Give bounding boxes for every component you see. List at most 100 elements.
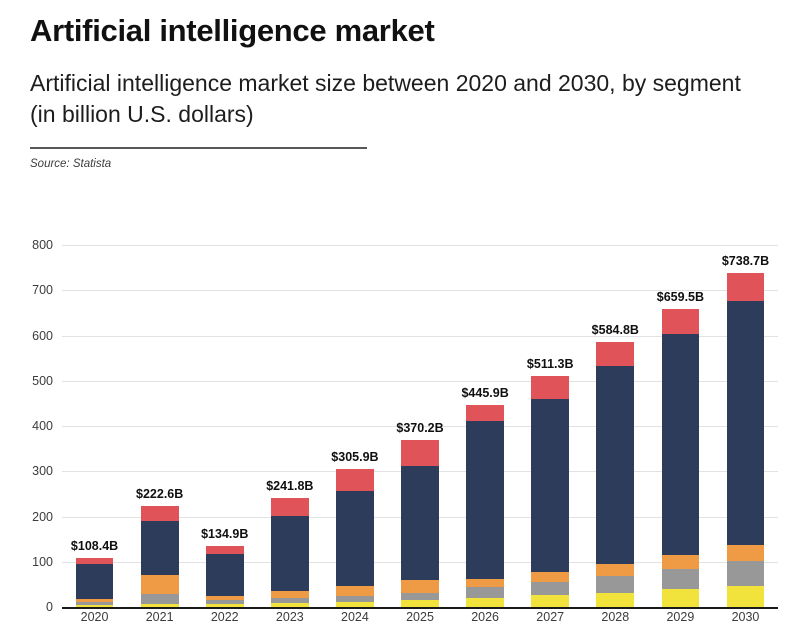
bar-segment-segment-2[interactable]	[531, 581, 570, 596]
bar-segment-segment-1[interactable]	[661, 589, 700, 607]
axis-baseline	[62, 606, 778, 609]
bar-segment-segment-4[interactable]	[466, 421, 504, 579]
bar-segment-segment-4[interactable]	[726, 301, 765, 546]
bar-segment-segment-3[interactable]	[661, 555, 700, 569]
bar-segment-segment-3[interactable]	[270, 590, 309, 599]
x-axis-tick-label: 2024	[341, 610, 369, 624]
stacked-bar[interactable]: $222.6B	[136, 487, 183, 607]
bar-value-label: $134.9B	[201, 526, 249, 541]
bar-segment-segment-1[interactable]	[531, 595, 570, 607]
bar-slot: $305.9B	[322, 245, 387, 607]
x-axis-tick-label: 2026	[471, 610, 500, 624]
bar-segment-segment-3[interactable]	[531, 571, 570, 582]
bar-segment-segment-2[interactable]	[270, 598, 309, 603]
stacked-bar[interactable]: $134.9B	[201, 527, 248, 607]
bar-segment-segment-2[interactable]	[205, 600, 244, 604]
bar-segment-segment-5[interactable]	[531, 375, 570, 400]
bar-segment-segment-2[interactable]	[140, 594, 179, 605]
bar-segment-segment-5[interactable]	[75, 557, 114, 564]
bar-value-label: $222.6B	[136, 487, 184, 502]
bar-segment-segment-5[interactable]	[140, 506, 179, 521]
bar-segment-segment-1[interactable]	[205, 603, 244, 607]
bar-segment-segment-1[interactable]	[270, 602, 309, 607]
stacked-bar[interactable]: $445.9B	[461, 386, 509, 607]
bar-segment-segment-4[interactable]	[205, 553, 244, 597]
bar-segment-segment-5[interactable]	[661, 308, 700, 334]
bar-value-label: $305.9B	[331, 449, 379, 464]
x-axis-tick-label: 2028	[601, 610, 630, 624]
x-axis-labels: 2020 2021 2022 2023 2024 2025 2026 2027 2028 2029…	[62, 610, 778, 624]
bar-slot: $659.5B	[648, 245, 713, 607]
chart-subtitle: Artificial intelligence market size betw…	[30, 70, 741, 127]
bar-segment-segment-5[interactable]	[401, 439, 439, 467]
bar-segment-segment-4[interactable]	[336, 491, 374, 586]
bar-slot: $370.2B	[387, 245, 452, 607]
stacked-bar[interactable]: $241.8B	[266, 479, 313, 607]
y-axis-tick-label: 600	[32, 328, 53, 343]
x-axis-tick-label: 2029	[666, 610, 695, 624]
bar-segment-segment-2[interactable]	[596, 575, 635, 593]
header-divider	[30, 147, 367, 150]
bar-segment-segment-3[interactable]	[596, 564, 635, 576]
x-axis-tick-label: 2023	[275, 610, 304, 624]
bar-segment-segment-5[interactable]	[466, 405, 504, 422]
bar-slot: $738.7B	[713, 245, 778, 607]
bar-segment-segment-3[interactable]	[466, 578, 504, 587]
bar-segment-segment-3[interactable]	[336, 585, 374, 596]
stacked-bar[interactable]: $584.8B	[592, 323, 639, 607]
bar-segment-segment-3[interactable]	[726, 545, 765, 562]
bars-group: $108.4B $222.6B $134.9B $241.8B $305.9B $370.…	[62, 245, 778, 607]
bar-segment-segment-3[interactable]	[140, 575, 179, 595]
gridline	[62, 426, 778, 427]
bar-segment-segment-1[interactable]	[596, 592, 635, 607]
bar-slot: $222.6B	[127, 245, 192, 607]
y-axis-tick-label: 300	[32, 464, 53, 479]
bar-segment-segment-5[interactable]	[336, 468, 374, 492]
bar-segment-segment-5[interactable]	[596, 342, 635, 366]
bar-segment-segment-2[interactable]	[75, 601, 114, 605]
bar-segment-segment-1[interactable]	[401, 600, 439, 607]
bar-segment-segment-1[interactable]	[75, 604, 114, 607]
bar-slot: $134.9B	[192, 245, 257, 607]
bar-slot: $584.8B	[583, 245, 648, 607]
bar-segment-segment-4[interactable]	[531, 399, 570, 572]
y-axis-tick-label: 200	[32, 509, 53, 524]
stacked-bar[interactable]: $511.3B	[527, 357, 573, 607]
y-axis-tick-label: 400	[32, 419, 53, 433]
bar-segment-segment-3[interactable]	[401, 580, 439, 593]
bar-segment-segment-5[interactable]	[205, 546, 244, 554]
bar-segment-segment-2[interactable]	[401, 592, 439, 601]
bar-segment-segment-5[interactable]	[270, 497, 309, 516]
stacked-bar[interactable]: $370.2B	[396, 421, 444, 607]
stacked-bar[interactable]: $108.4B	[71, 539, 118, 607]
source-note: Source: Statista	[30, 158, 112, 171]
bar-segment-segment-1[interactable]	[140, 604, 179, 607]
bar-segment-segment-4[interactable]	[401, 466, 439, 581]
stacked-bar[interactable]: $305.9B	[331, 450, 379, 607]
bar-segment-segment-2[interactable]	[336, 595, 374, 602]
bar-segment-segment-1[interactable]	[336, 601, 374, 607]
bar-segment-segment-1[interactable]	[466, 597, 504, 607]
bar-segment-segment-5[interactable]	[726, 272, 765, 302]
y-axis-tick-label: 0	[46, 600, 53, 614]
y-axis-tick-label: 100	[32, 554, 53, 569]
bar-segment-segment-4[interactable]	[596, 365, 635, 565]
bar-segment-segment-1[interactable]	[726, 585, 765, 607]
bar-segment-segment-2[interactable]	[466, 586, 504, 598]
x-axis-tick-label: 2027	[536, 610, 565, 624]
bar-segment-segment-3[interactable]	[205, 596, 244, 601]
bar-value-label: $108.4B	[70, 538, 119, 553]
bar-segment-segment-4[interactable]	[140, 520, 179, 576]
bar-value-label: $241.8B	[266, 478, 314, 493]
bar-slot: $511.3B	[518, 245, 583, 607]
gridline	[62, 335, 778, 337]
bar-segment-segment-3[interactable]	[75, 598, 114, 602]
bar-segment-segment-2[interactable]	[661, 569, 700, 590]
stacked-bar[interactable]: $659.5B	[657, 290, 704, 607]
x-axis-tick-label: 2025	[406, 610, 434, 624]
bar-segment-segment-4[interactable]	[661, 333, 700, 556]
bar-segment-segment-4[interactable]	[270, 515, 309, 591]
bar-segment-segment-2[interactable]	[726, 561, 765, 586]
bar-segment-segment-4[interactable]	[75, 563, 114, 599]
stacked-bar[interactable]: $738.7B	[722, 254, 769, 607]
